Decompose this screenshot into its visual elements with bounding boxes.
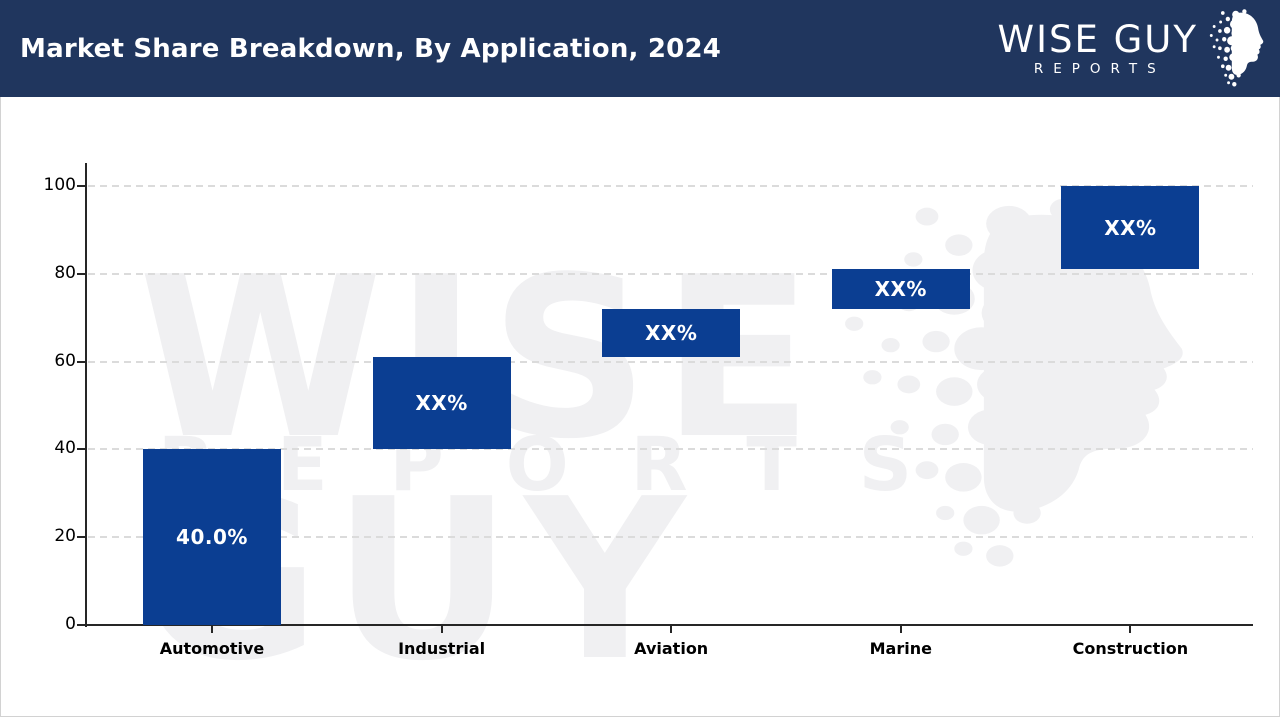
chart-title: Market Share Breakdown, By Application, … — [20, 33, 722, 64]
x-tick-automotive — [211, 626, 213, 633]
x-tick-label-aviation: Aviation — [634, 639, 709, 658]
bar-aviation: XX% — [602, 308, 741, 358]
bar-label-marine: XX% — [874, 277, 927, 302]
x-tick-label-automotive: Automotive — [159, 639, 265, 658]
x-tick-marine — [899, 626, 902, 633]
wise-guy-reports-logo: WISE GUY REPORTS — [998, 7, 1266, 91]
bar-marine: XX% — [831, 269, 970, 309]
logo-wordmark: WISE GUY — [997, 17, 1198, 61]
y-tick-label-80: 80 — [54, 262, 76, 283]
gridline-60 — [88, 360, 1253, 363]
y-tick-40 — [77, 448, 85, 451]
dot-head-logo-icon — [1209, 8, 1264, 86]
bar-label-industrial: XX% — [415, 391, 468, 416]
y-tick-20 — [77, 536, 85, 539]
x-tick-aviation — [670, 626, 673, 633]
y-tick-label-60: 60 — [54, 350, 76, 371]
x-tick-label-marine: Marine — [869, 639, 932, 658]
x-tick-label-construction: Construction — [1072, 639, 1189, 658]
y-tick-label-40: 40 — [54, 438, 76, 459]
gridline-100 — [88, 185, 1253, 187]
gridline-20 — [88, 536, 1253, 539]
y-tick-label-20: 20 — [54, 526, 76, 547]
y-tick-100 — [77, 185, 85, 187]
bar-label-aviation: XX% — [644, 321, 698, 346]
y-tick-label-0: 0 — [65, 614, 76, 634]
x-tick-label-industrial: Industrial — [398, 639, 486, 658]
logo-text: WISE GUY REPORTS — [998, 21, 1198, 77]
x-tick-construction — [1129, 626, 1132, 633]
header-bar: Market Share Breakdown, By Application, … — [0, 0, 1280, 97]
bar-construction: XX% — [1061, 186, 1200, 270]
bar-industrial: XX% — [372, 357, 511, 450]
bar-automotive: 40.0% — [143, 449, 281, 625]
y-axis-spine — [85, 163, 87, 627]
y-tick-60 — [77, 360, 85, 363]
bar-label-automotive: 40.0% — [176, 525, 248, 550]
x-axis-spine — [85, 623, 1253, 626]
y-tick-0 — [77, 624, 85, 626]
gridline-80 — [88, 272, 1253, 275]
x-tick-industrial — [440, 626, 443, 633]
bar-label-construction: XX% — [1104, 215, 1157, 240]
gridline-40 — [88, 448, 1253, 451]
logo-subtitle: REPORTS — [1033, 60, 1166, 77]
y-tick-label-100: 100 — [43, 175, 76, 195]
y-tick-80 — [77, 272, 85, 275]
